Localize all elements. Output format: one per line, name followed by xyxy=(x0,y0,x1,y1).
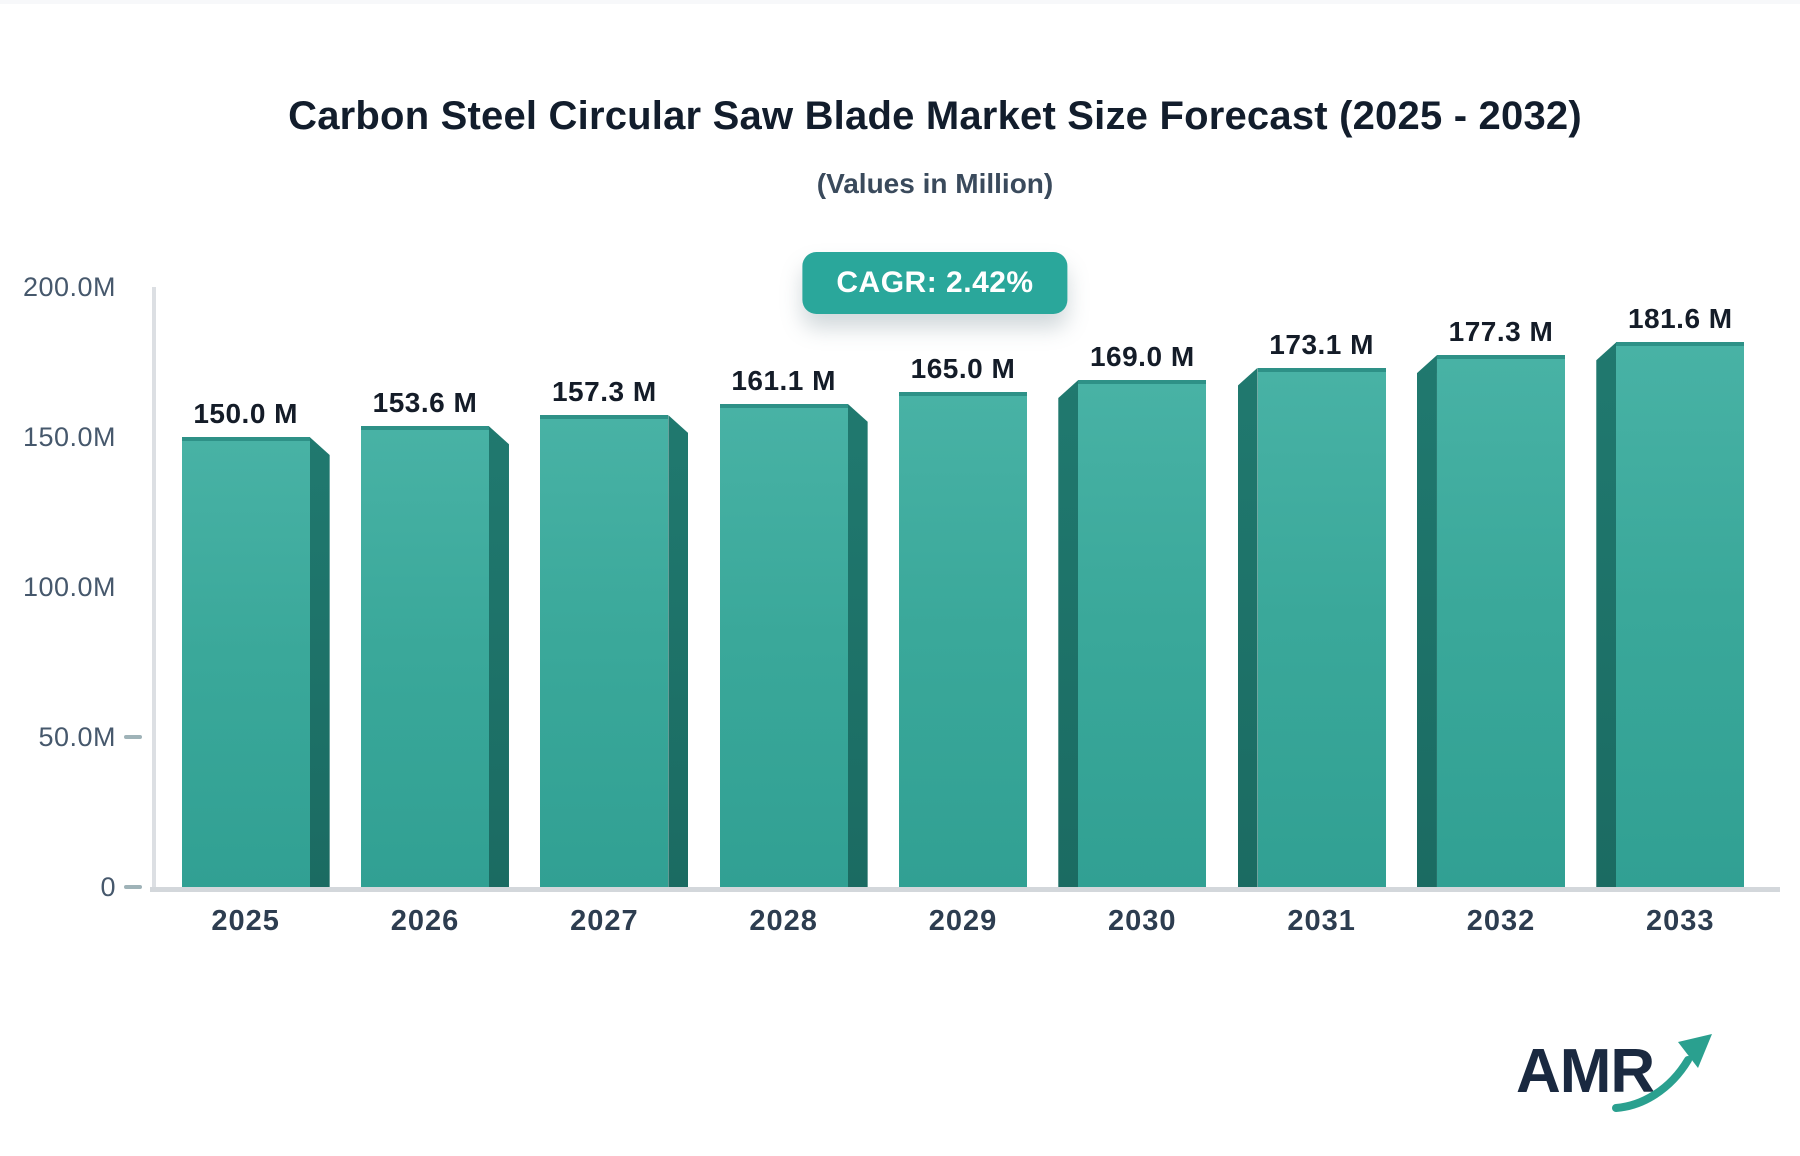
bar-2028 xyxy=(719,403,868,887)
bar-2031 xyxy=(1237,367,1386,887)
bar-slot: 161.1 M xyxy=(694,287,873,887)
x-axis-year-label: 2025 xyxy=(211,905,280,937)
x-axis-year-label: 2030 xyxy=(1108,905,1177,937)
bar-2027 xyxy=(540,415,689,887)
bar-3d-bevel xyxy=(668,415,689,887)
bar-slot: 177.3 M xyxy=(1411,287,1590,887)
bar-value-label: 161.1 M xyxy=(731,364,836,396)
x-axis-year-label: 2031 xyxy=(1287,905,1356,937)
y-axis-tick-mark xyxy=(124,735,142,739)
bar-value-label: 157.3 M xyxy=(551,376,657,408)
bar-3d-bevel xyxy=(1416,355,1437,887)
bar-value-label: 169.0 M xyxy=(1089,341,1195,372)
bar-2026 xyxy=(360,426,509,887)
bar-2029 xyxy=(898,392,1027,887)
y-axis-line xyxy=(152,287,156,889)
page-top-border xyxy=(0,0,1800,4)
x-axis-line xyxy=(150,887,1780,892)
bar-slot: 165.0 M xyxy=(873,287,1052,887)
amr-logo-text: AMR xyxy=(1516,1037,1655,1106)
bar-2032 xyxy=(1416,355,1565,887)
x-axis-year-label: 2033 xyxy=(1646,905,1715,937)
bar-3d-bevel xyxy=(847,403,868,887)
bar-slot: 169.0 M xyxy=(1053,287,1232,887)
bar-slot: 181.6 M xyxy=(1591,287,1770,887)
y-axis-tick-mark xyxy=(124,885,142,889)
growth-arrow-icon xyxy=(1612,1034,1712,1112)
bar-3d-bevel xyxy=(488,426,509,887)
y-axis-tick-label: 200.0M xyxy=(22,272,116,302)
bar-slot: 153.6 M xyxy=(335,287,514,887)
x-axis-year-label: 2029 xyxy=(928,905,998,937)
y-axis-tick-label: 100.0M xyxy=(22,572,116,602)
chart-subtitle: (Values in Million) xyxy=(816,168,1054,199)
bar-3d-bevel xyxy=(1237,367,1258,887)
chart-title: Carbon Steel Circular Saw Blade Market S… xyxy=(288,94,1582,138)
bar-2025 xyxy=(181,437,330,887)
plot-area: 150.0 M 153.6 M 157.3 M 161.1 M 165.0 M 169.0… xyxy=(150,287,1780,892)
bar-value-label: 150.0 M xyxy=(193,398,298,429)
y-axis-tick-label: 150.0M xyxy=(22,422,116,452)
bar-3d-bevel xyxy=(1596,342,1617,887)
amr-logo: AMR xyxy=(1516,1022,1736,1118)
x-axis-year-label: 2032 xyxy=(1466,905,1536,937)
bar-slot: 173.1 M xyxy=(1232,287,1411,887)
cagr-badge: CAGR: 2.42% xyxy=(802,252,1068,314)
bar-value-label: 177.3 M xyxy=(1448,316,1554,348)
x-axis-labels: 2025 2026 2027 2028 2029 2030 2031 2032 2033 xyxy=(156,905,1770,938)
bar-value-label: 153.6 M xyxy=(372,387,478,419)
bar-value-label: 173.1 M xyxy=(1269,328,1374,360)
y-axis-tick-label: 0 xyxy=(100,872,116,902)
bar-value-label: 165.0 M xyxy=(910,353,1016,384)
x-axis-year-label: 2026 xyxy=(390,905,460,937)
bar-3d-bevel xyxy=(309,437,330,887)
x-axis-year-label: 2027 xyxy=(570,905,639,937)
y-axis-tick-label: 50.0M xyxy=(38,722,116,752)
bar-slot: 157.3 M xyxy=(515,287,694,887)
bar-2033 xyxy=(1596,342,1745,887)
bar-slot: 150.0 M xyxy=(156,287,335,887)
bars-container: 150.0 M 153.6 M 157.3 M 161.1 M 165.0 M 169.0… xyxy=(156,287,1770,887)
bar-value-label: 181.6 M xyxy=(1627,303,1733,335)
y-axis-labels: 200.0M 150.0M 100.0M 50.0M 0 xyxy=(12,272,142,902)
x-axis-year-label: 2028 xyxy=(749,905,818,937)
bar-3d-bevel xyxy=(1058,380,1079,887)
bar-2030 xyxy=(1058,380,1207,887)
